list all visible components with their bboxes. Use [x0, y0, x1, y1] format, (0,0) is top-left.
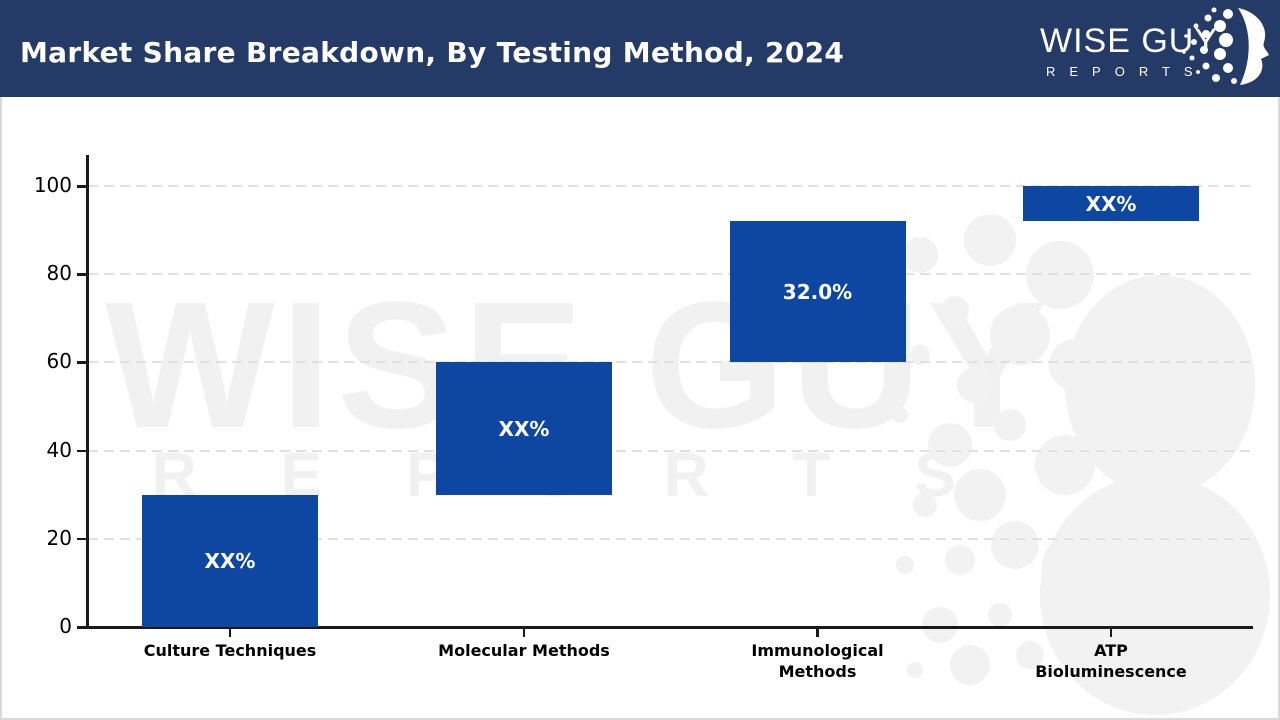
y-tick-40 — [77, 449, 86, 453]
y-tick-label-20: 20 — [46, 525, 72, 550]
x-tick-4 — [1109, 628, 1113, 637]
bar-value-label-2: XX% — [498, 416, 550, 441]
y-tick-0 — [77, 626, 86, 629]
y-tick-label-40: 40 — [46, 437, 72, 462]
bar-1: XX% — [142, 494, 318, 627]
y-tick-label-80: 80 — [46, 261, 72, 286]
bar-3: 32.0% — [729, 221, 906, 363]
x-tick-label-1: Culture Techniques — [143, 641, 317, 660]
logo-face-icon — [1182, 7, 1269, 85]
y-tick-100 — [77, 185, 86, 188]
watermark-face-pattern — [892, 215, 1270, 715]
x-axis — [86, 626, 1253, 629]
y-tick-label-60: 60 — [46, 349, 72, 374]
bar-value-label-4: XX% — [1085, 191, 1137, 216]
bar-value-label-1: XX% — [204, 548, 256, 573]
y-tick-label-0: 0 — [59, 614, 72, 638]
y-axis — [86, 155, 89, 629]
page-title: Market Share Breakdown, By Testing Metho… — [20, 36, 845, 69]
bar-value-label-3: 32.0% — [782, 279, 853, 304]
header-bar: Market Share Breakdown, By Testing Metho… — [0, 0, 1280, 97]
logo-tagline: REPORTS — [1046, 64, 1207, 79]
x-tick-label-4: ATP Bioluminescence — [1035, 641, 1187, 681]
x-tick-label-2: Molecular Methods — [438, 641, 610, 660]
gridline-60 — [88, 361, 1250, 364]
y-tick-80 — [77, 273, 86, 276]
y-tick-label-100: 100 — [33, 173, 72, 197]
gridline-80 — [88, 273, 1250, 276]
gridline-40 — [88, 449, 1250, 452]
bar-4: XX% — [1023, 186, 1199, 222]
bar-2: XX% — [436, 362, 612, 495]
gridline-100 — [88, 185, 1250, 187]
logo-wordmark: WISE GUY — [1040, 22, 1219, 60]
x-tick-2 — [522, 628, 526, 637]
x-tick-label-3: Immunological Methods — [751, 641, 884, 681]
x-tick-1 — [228, 628, 232, 637]
y-tick-60 — [77, 361, 86, 364]
gridline-20 — [88, 537, 1250, 540]
x-tick-3 — [816, 628, 819, 637]
y-tick-20 — [77, 537, 86, 541]
